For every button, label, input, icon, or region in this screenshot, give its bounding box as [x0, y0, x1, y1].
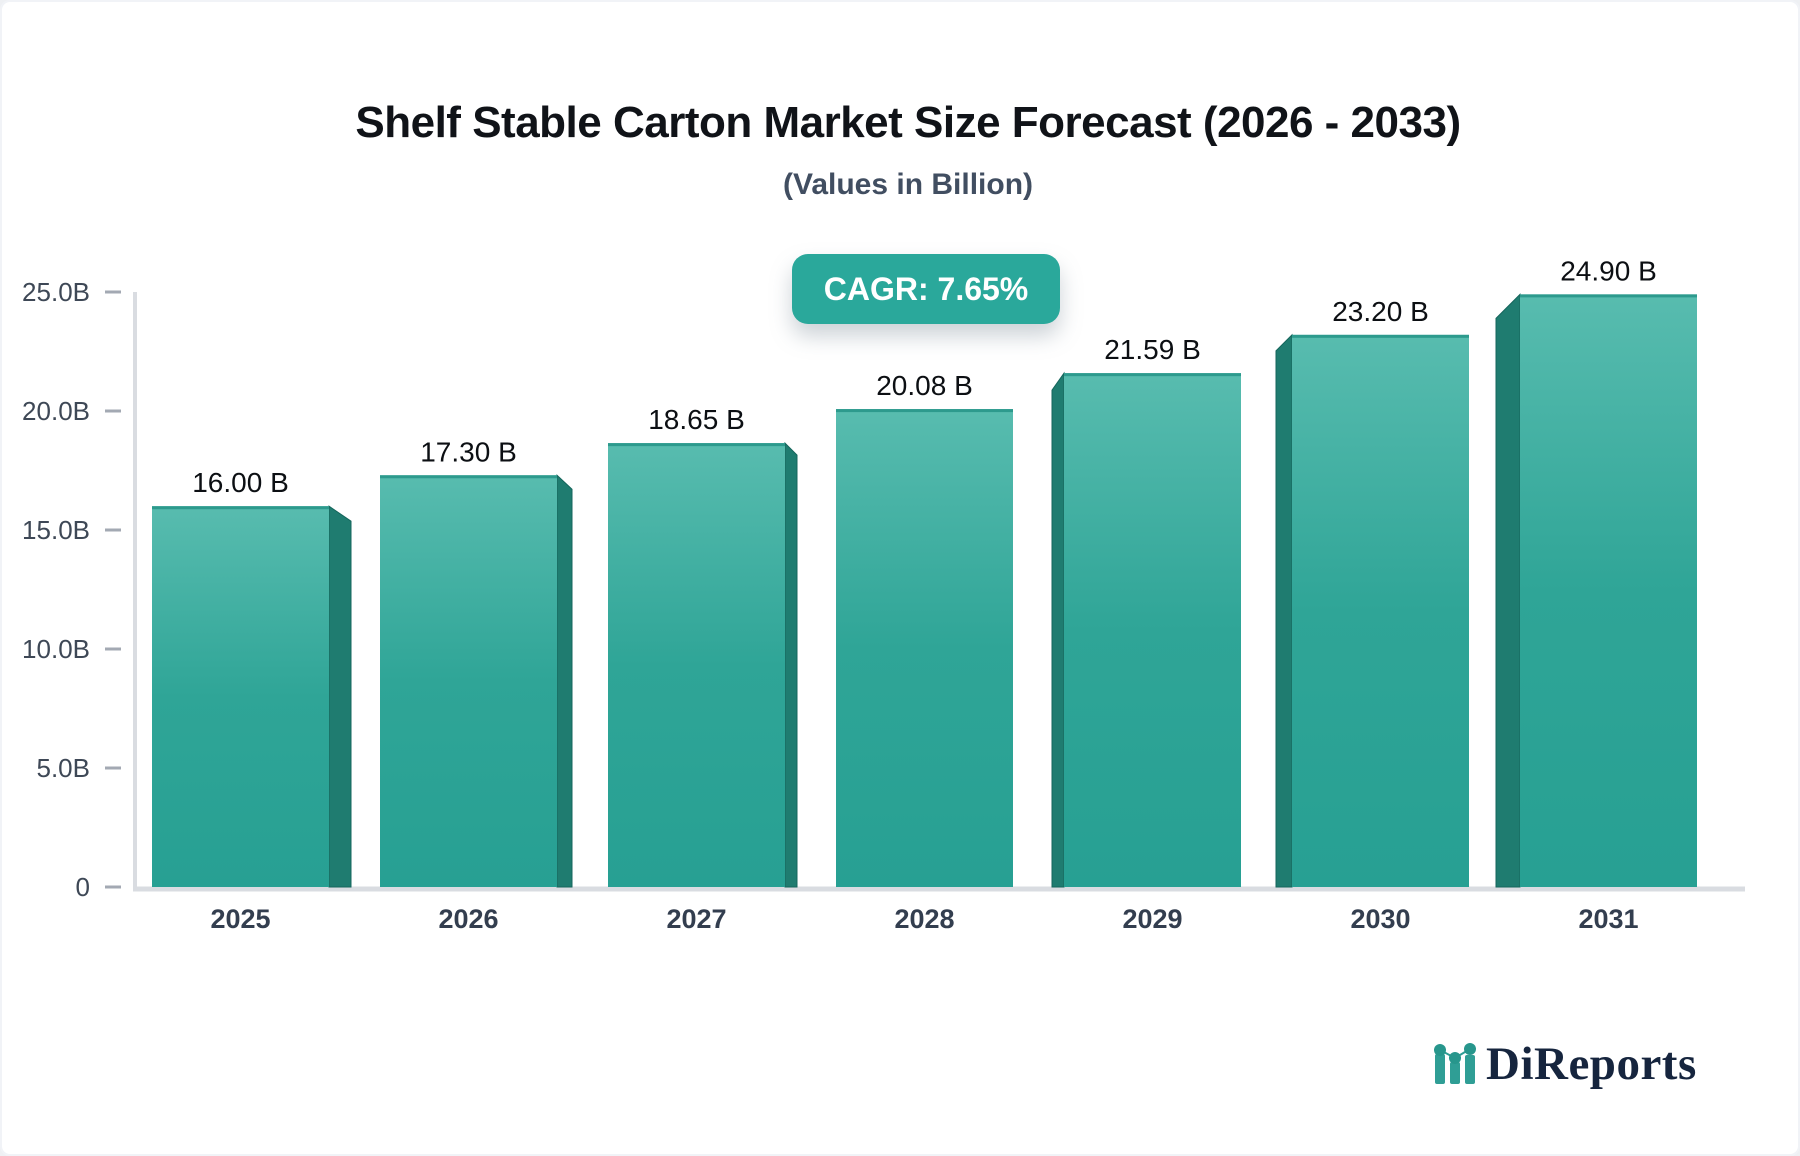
y-tick-label: 0: [76, 872, 90, 902]
bar-side-2031: [1495, 293, 1521, 888]
value-label-2028: 20.08 B: [876, 370, 973, 401]
x-label-2028: 2028: [894, 904, 954, 934]
logo-bar-1: [1450, 1062, 1460, 1084]
logo-dot-1: [1449, 1052, 1461, 1064]
bar-2028[interactable]: [836, 409, 1013, 887]
bar-2026[interactable]: [380, 475, 557, 887]
y-tick-label: 20.0B: [22, 396, 90, 426]
x-label-2029: 2029: [1122, 904, 1182, 934]
value-label-2025: 16.00 B: [192, 467, 289, 498]
chart-title: Shelf Stable Carton Market Size Forecast…: [355, 98, 1461, 147]
logo-dot-0: [1434, 1044, 1446, 1056]
bar-2030[interactable]: [1292, 334, 1469, 888]
logo-text: DiReports: [1486, 1038, 1697, 1090]
bar-side-2029: [1051, 371, 1065, 888]
x-label-2027: 2027: [666, 904, 726, 934]
logo-bar-2: [1465, 1055, 1475, 1084]
bar-top-edge-2030: [1292, 334, 1469, 338]
x-label-2031: 2031: [1578, 904, 1638, 934]
logo-bar-0: [1435, 1054, 1445, 1084]
bar-side-2027: [784, 441, 798, 888]
bar-side-2026: [556, 474, 573, 888]
bar-2029[interactable]: [1064, 373, 1241, 888]
chart-subtitle: (Values in Billion): [782, 168, 1034, 201]
value-label-2030: 23.20 B: [1332, 296, 1429, 327]
x-label-2025: 2025: [210, 904, 270, 934]
y-tick-label: 25.0B: [22, 277, 90, 307]
value-label-2029: 21.59 B: [1104, 334, 1201, 365]
bar-side-2025: [328, 505, 352, 888]
y-tick-label: 10.0B: [22, 634, 90, 664]
bar-top-edge-2026: [380, 475, 557, 479]
logo-dot-2: [1464, 1043, 1476, 1055]
bar-2031[interactable]: [1520, 294, 1697, 887]
bar-top-edge-2025: [152, 506, 329, 510]
value-label-2027: 18.65 B: [648, 404, 745, 435]
y-tick-label: 15.0B: [22, 515, 90, 545]
bar-top-edge-2031: [1520, 294, 1697, 298]
x-label-2030: 2030: [1350, 904, 1410, 934]
bar-2025[interactable]: [152, 506, 329, 887]
cagr-badge-label: CAGR: 7.65%: [823, 270, 1029, 307]
value-label-2031: 24.90 B: [1560, 255, 1657, 286]
mini-bar-chart-icon: [1434, 1043, 1476, 1084]
bar-top-edge-2028: [836, 409, 1013, 413]
bar-side-2030: [1275, 333, 1293, 888]
bar-top-edge-2029: [1064, 373, 1241, 377]
bar-top-edge-2027: [608, 443, 785, 447]
y-tick-label: 5.0B: [37, 753, 91, 783]
cagr-badge: CAGR: 7.65%: [792, 254, 1060, 324]
bar-2027[interactable]: [608, 443, 785, 887]
value-label-2026: 17.30 B: [420, 436, 517, 467]
x-label-2026: 2026: [438, 904, 498, 934]
direports-logo: DiReports: [1432, 1030, 1697, 1088]
